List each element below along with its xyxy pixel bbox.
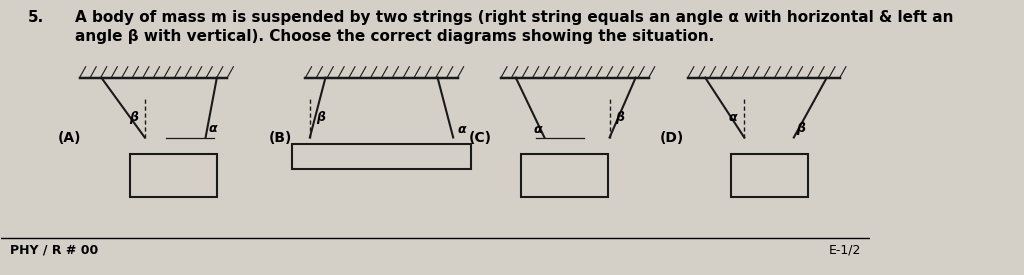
Text: β: β	[316, 111, 325, 124]
Text: α: α	[729, 111, 737, 124]
Text: α: α	[458, 123, 466, 136]
Bar	[731, 154, 808, 197]
Text: A body of mass m is suspended by two strings (right string equals an angle α wit: A body of mass m is suspended by two str…	[75, 10, 953, 44]
Bar	[130, 154, 217, 197]
Text: E-1/2: E-1/2	[829, 244, 861, 257]
Text: (C): (C)	[469, 131, 492, 144]
Bar	[521, 154, 608, 197]
Bar	[293, 144, 471, 169]
Text: β: β	[797, 122, 806, 135]
Text: β: β	[129, 111, 138, 124]
Text: (A): (A)	[58, 131, 81, 144]
Text: β: β	[615, 111, 625, 124]
Text: α: α	[208, 122, 217, 135]
Text: α: α	[534, 123, 542, 136]
Text: PHY / R # 00: PHY / R # 00	[10, 244, 98, 257]
Text: (D): (D)	[660, 131, 684, 144]
Text: (B): (B)	[269, 131, 293, 144]
Text: 5.: 5.	[28, 10, 44, 24]
